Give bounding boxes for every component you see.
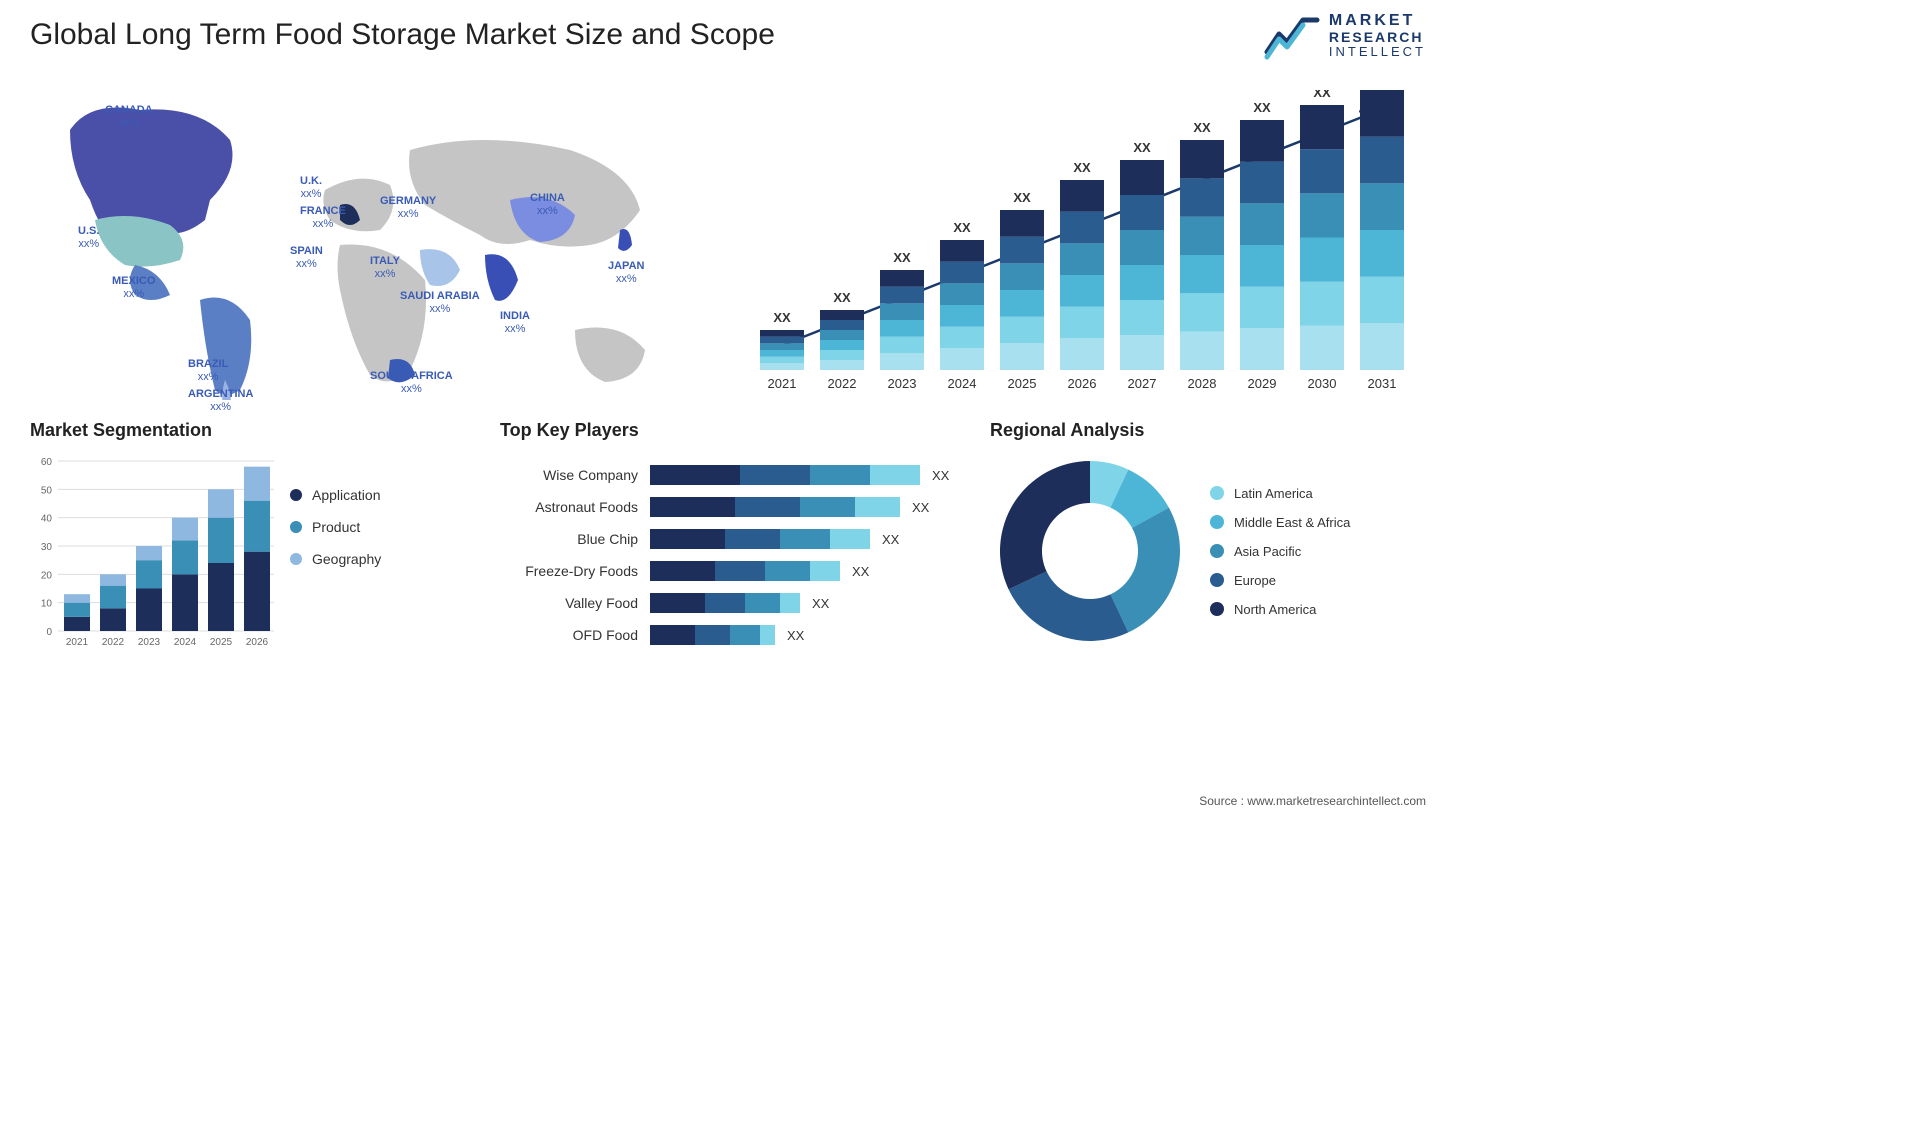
svg-text:20: 20	[41, 570, 53, 581]
svg-text:2027: 2027	[1128, 376, 1157, 391]
svg-text:2023: 2023	[888, 376, 917, 391]
svg-text:XX: XX	[1253, 100, 1271, 115]
regional-legend: Latin America Middle East & Africa Asia Pa…	[1210, 486, 1350, 617]
svg-text:XX: XX	[1313, 90, 1331, 100]
segmentation-section: Market Segmentation 0 10 20 30 40 50 60 2021 202…	[30, 420, 460, 651]
svg-text:Valley Food: Valley Food	[565, 595, 638, 611]
svg-text:2021: 2021	[768, 376, 797, 391]
brand-logo: MARKET RESEARCH INTELLECT	[1263, 12, 1426, 60]
map-label: BRAZILxx%	[188, 358, 228, 384]
svg-text:XX: XX	[932, 468, 950, 483]
svg-text:XX: XX	[893, 250, 911, 265]
svg-text:XX: XX	[787, 628, 805, 643]
legend-item: Product	[290, 519, 381, 535]
legend-item: Geography	[290, 551, 381, 567]
page-title: Global Long Term Food Storage Market Siz…	[30, 18, 775, 52]
map-label: ARGENTINAxx%	[188, 388, 253, 414]
svg-text:XX: XX	[882, 532, 900, 547]
main-bar-chart: XX 2021 XX 2022 XX 2023 XX 2024 XX 2025 XX 2026 XX 20…	[740, 90, 1420, 400]
players-section: Top Key Players Wise Company XX Astronaut …	[500, 420, 980, 666]
legend-item: Application	[290, 487, 381, 503]
map-label: CHINAxx%	[530, 192, 565, 218]
svg-text:XX: XX	[912, 500, 930, 515]
regional-donut	[990, 451, 1190, 651]
svg-text:2024: 2024	[174, 637, 197, 648]
svg-text:10: 10	[41, 599, 53, 610]
svg-text:2026: 2026	[1068, 376, 1097, 391]
svg-text:2024: 2024	[948, 376, 977, 391]
svg-text:XX: XX	[953, 220, 971, 235]
svg-text:XX: XX	[1133, 140, 1151, 155]
svg-text:Freeze-Dry Foods: Freeze-Dry Foods	[525, 563, 638, 579]
regional-title: Regional Analysis	[990, 420, 1430, 441]
logo-icon	[1263, 12, 1321, 60]
legend-item: Asia Pacific	[1210, 544, 1350, 559]
svg-text:30: 30	[41, 542, 53, 553]
svg-text:XX: XX	[1013, 190, 1031, 205]
svg-text:2022: 2022	[828, 376, 857, 391]
source-text: Source : www.marketresearchintellect.com	[1199, 794, 1426, 808]
logo-line-1: MARKET	[1329, 12, 1426, 30]
svg-text:2028: 2028	[1188, 376, 1217, 391]
map-label: MEXICOxx%	[112, 275, 155, 301]
svg-text:0: 0	[46, 627, 52, 638]
map-label: ITALYxx%	[370, 255, 400, 281]
svg-text:40: 40	[41, 514, 53, 525]
svg-text:50: 50	[41, 485, 53, 496]
map-label: FRANCExx%	[300, 205, 346, 231]
svg-text:2030: 2030	[1308, 376, 1337, 391]
svg-text:XX: XX	[833, 290, 851, 305]
svg-text:OFD Food: OFD Food	[573, 627, 638, 643]
svg-text:60: 60	[41, 457, 53, 468]
svg-text:2022: 2022	[102, 637, 125, 648]
regional-section: Regional Analysis Latin America Middle Ea…	[990, 420, 1430, 651]
map-label: U.S.xx%	[78, 225, 99, 251]
segmentation-legend: Application Product Geography	[290, 487, 381, 567]
legend-item: North America	[1210, 602, 1350, 617]
svg-text:XX: XX	[812, 596, 830, 611]
map-label: SOUTH AFRICAxx%	[370, 370, 453, 396]
svg-text:XX: XX	[1193, 120, 1211, 135]
svg-text:XX: XX	[852, 564, 870, 579]
map-label: CANADAxx%	[105, 104, 153, 130]
legend-item: Middle East & Africa	[1210, 515, 1350, 530]
svg-text:Astronaut Foods: Astronaut Foods	[535, 499, 638, 515]
map-label: SAUDI ARABIAxx%	[400, 290, 480, 316]
map-label: GERMANYxx%	[380, 195, 436, 221]
players-title: Top Key Players	[500, 420, 980, 441]
svg-text:2026: 2026	[246, 637, 269, 648]
svg-text:XX: XX	[1073, 160, 1091, 175]
legend-item: Latin America	[1210, 486, 1350, 501]
map-label: JAPANxx%	[608, 260, 644, 286]
svg-text:2025: 2025	[210, 637, 233, 648]
svg-text:Wise Company: Wise Company	[543, 467, 638, 483]
map-label: SPAINxx%	[290, 245, 323, 271]
logo-line-2: RESEARCH	[1329, 30, 1426, 45]
svg-text:2021: 2021	[66, 637, 89, 648]
logo-line-3: INTELLECT	[1329, 45, 1426, 59]
players-chart: Wise Company XX Astronaut Foods XX Blue Chip…	[500, 451, 980, 661]
svg-text:2029: 2029	[1248, 376, 1277, 391]
svg-text:Blue Chip: Blue Chip	[577, 531, 638, 547]
map-label: INDIAxx%	[500, 310, 530, 336]
svg-text:XX: XX	[773, 310, 791, 325]
svg-text:2031: 2031	[1368, 376, 1397, 391]
svg-text:2025: 2025	[1008, 376, 1037, 391]
segmentation-title: Market Segmentation	[30, 420, 460, 441]
segmentation-chart: 0 10 20 30 40 50 60 2021 2022 2023 2024 2025 2026	[30, 451, 280, 651]
map-label: U.K.xx%	[300, 175, 322, 201]
legend-item: Europe	[1210, 573, 1350, 588]
world-map: CANADAxx%U.S.xx%MEXICOxx%BRAZILxx%ARGENT…	[30, 70, 690, 400]
svg-text:2023: 2023	[138, 637, 161, 648]
